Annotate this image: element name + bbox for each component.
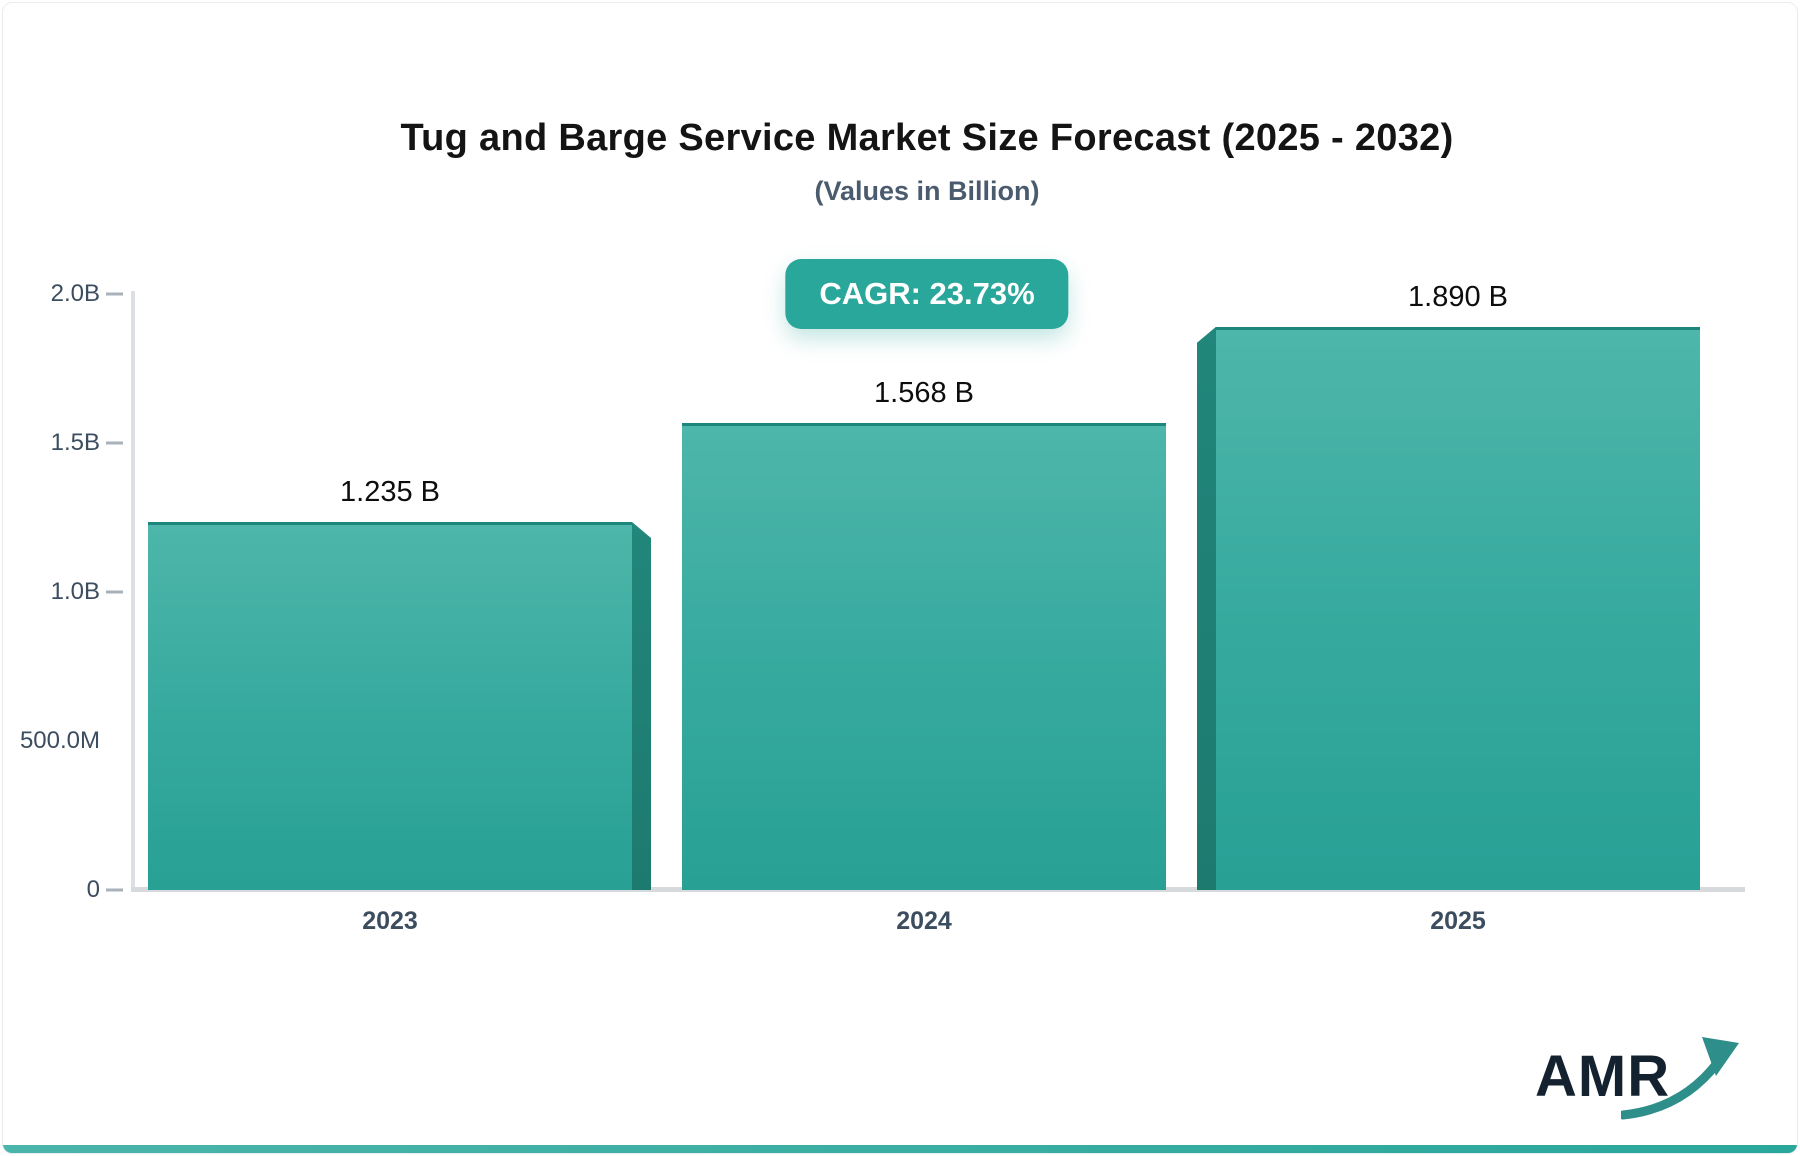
bar-2023-3d-edge xyxy=(632,521,651,890)
y-tick-label-500.0M: 500.0M xyxy=(19,727,100,754)
footer-accent-strip xyxy=(3,1145,1797,1153)
x-axis-label-2024: 2024 xyxy=(896,907,952,935)
y-tick-label-2.0B: 2.0B xyxy=(50,280,100,307)
y-tick-label-1.0B: 1.0B xyxy=(50,578,100,605)
bar-2024 xyxy=(682,422,1166,890)
brand-logo: AMR xyxy=(1535,1037,1739,1127)
chart-subtitle: (Values in Billion) xyxy=(814,176,1040,206)
bar-value-label-2023: 1.235 B xyxy=(340,475,440,508)
x-axis-label-2023: 2023 xyxy=(362,907,418,935)
bar-2023 xyxy=(148,521,632,890)
bar-2025 xyxy=(1216,326,1700,890)
cagr-badge: CAGR: 23.73% xyxy=(785,259,1069,329)
y-axis-line xyxy=(131,291,135,891)
y-tick-mark xyxy=(106,888,123,892)
bar-2025-3d-edge xyxy=(1197,326,1216,890)
bar-value-label-2024: 1.568 B xyxy=(874,376,974,409)
y-tick-mark xyxy=(106,590,123,594)
y-tick-mark xyxy=(106,441,123,445)
y-tick-mark xyxy=(106,292,123,296)
x-axis-label-2025: 2025 xyxy=(1430,907,1486,935)
bar-value-label-2025: 1.890 B xyxy=(1408,280,1508,313)
growth-arrow-icon xyxy=(1621,1037,1739,1120)
brand-logo-text: AMR xyxy=(1535,1044,1671,1109)
chart-title: Tug and Barge Service Market Size Foreca… xyxy=(400,117,1454,159)
y-tick-label-0: 0 xyxy=(86,876,100,903)
y-tick-label-1.5B: 1.5B xyxy=(50,429,100,456)
